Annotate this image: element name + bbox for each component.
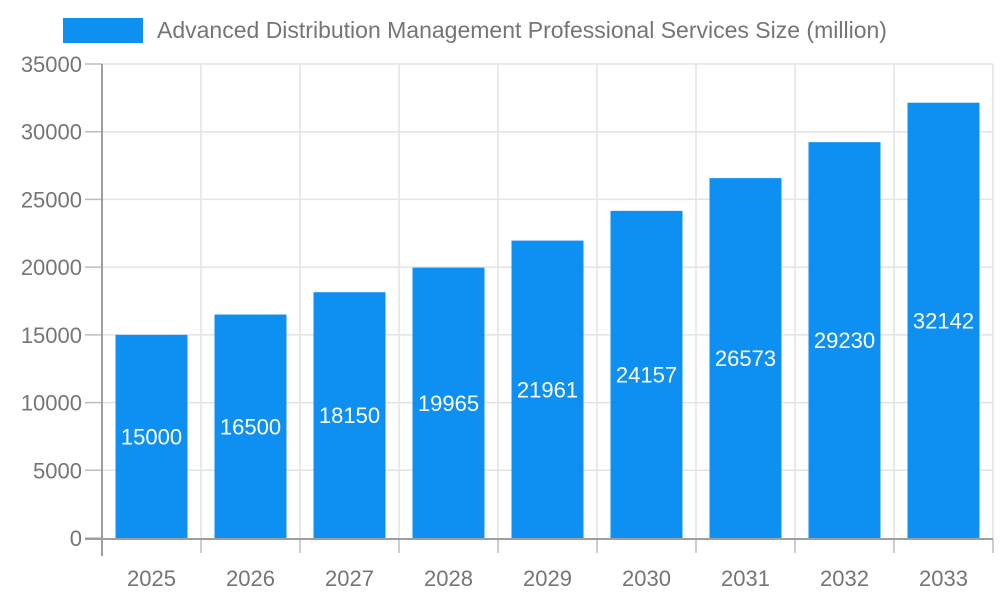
legend-label: Advanced Distribution Management Profess… <box>157 17 887 43</box>
x-tick-label: 2027 <box>325 566 374 591</box>
y-tick-label: 0 <box>70 526 82 551</box>
bar-value-label: 15000 <box>121 424 182 449</box>
bar-2033[interactable] <box>907 102 980 539</box>
x-tick-label: 2033 <box>919 566 968 591</box>
legend[interactable]: Advanced Distribution Management Profess… <box>63 16 887 45</box>
x-tick-label: 2030 <box>622 566 671 591</box>
y-tick-label: 15000 <box>21 323 82 348</box>
y-tick-label: 10000 <box>21 391 82 416</box>
bar-value-label: 16500 <box>220 414 281 439</box>
bar-2025[interactable] <box>115 334 188 538</box>
bar-value-label: 32142 <box>913 308 974 333</box>
y-tick-label: 30000 <box>21 120 82 145</box>
x-tick-label: 2025 <box>127 566 176 591</box>
x-tick-label: 2031 <box>721 566 770 591</box>
x-tick-label: 2029 <box>523 566 572 591</box>
y-tick-label: 5000 <box>33 458 82 483</box>
bar-2032[interactable] <box>808 142 881 539</box>
bar-2027[interactable] <box>313 292 386 538</box>
x-tick-label: 2028 <box>424 566 473 591</box>
bar-value-label: 29230 <box>814 328 875 353</box>
bar-2028[interactable] <box>412 267 485 538</box>
bar-2030[interactable] <box>610 210 683 538</box>
legend-swatch <box>63 18 143 43</box>
y-tick-label: 25000 <box>21 187 82 212</box>
y-tick-label: 20000 <box>21 255 82 280</box>
bar-value-label: 24157 <box>616 362 677 387</box>
x-tick-label: 2026 <box>226 566 275 591</box>
bar-value-label: 26573 <box>715 346 776 371</box>
bar-value-label: 19965 <box>418 391 479 416</box>
bar-2026[interactable] <box>214 314 287 538</box>
x-tick-label: 2032 <box>820 566 869 591</box>
bar-2029[interactable] <box>511 240 584 538</box>
bar-value-label: 21961 <box>517 377 578 402</box>
bar-2031[interactable] <box>709 178 782 538</box>
y-tick-label: 35000 <box>21 52 82 77</box>
bar-value-label: 18150 <box>319 403 380 428</box>
